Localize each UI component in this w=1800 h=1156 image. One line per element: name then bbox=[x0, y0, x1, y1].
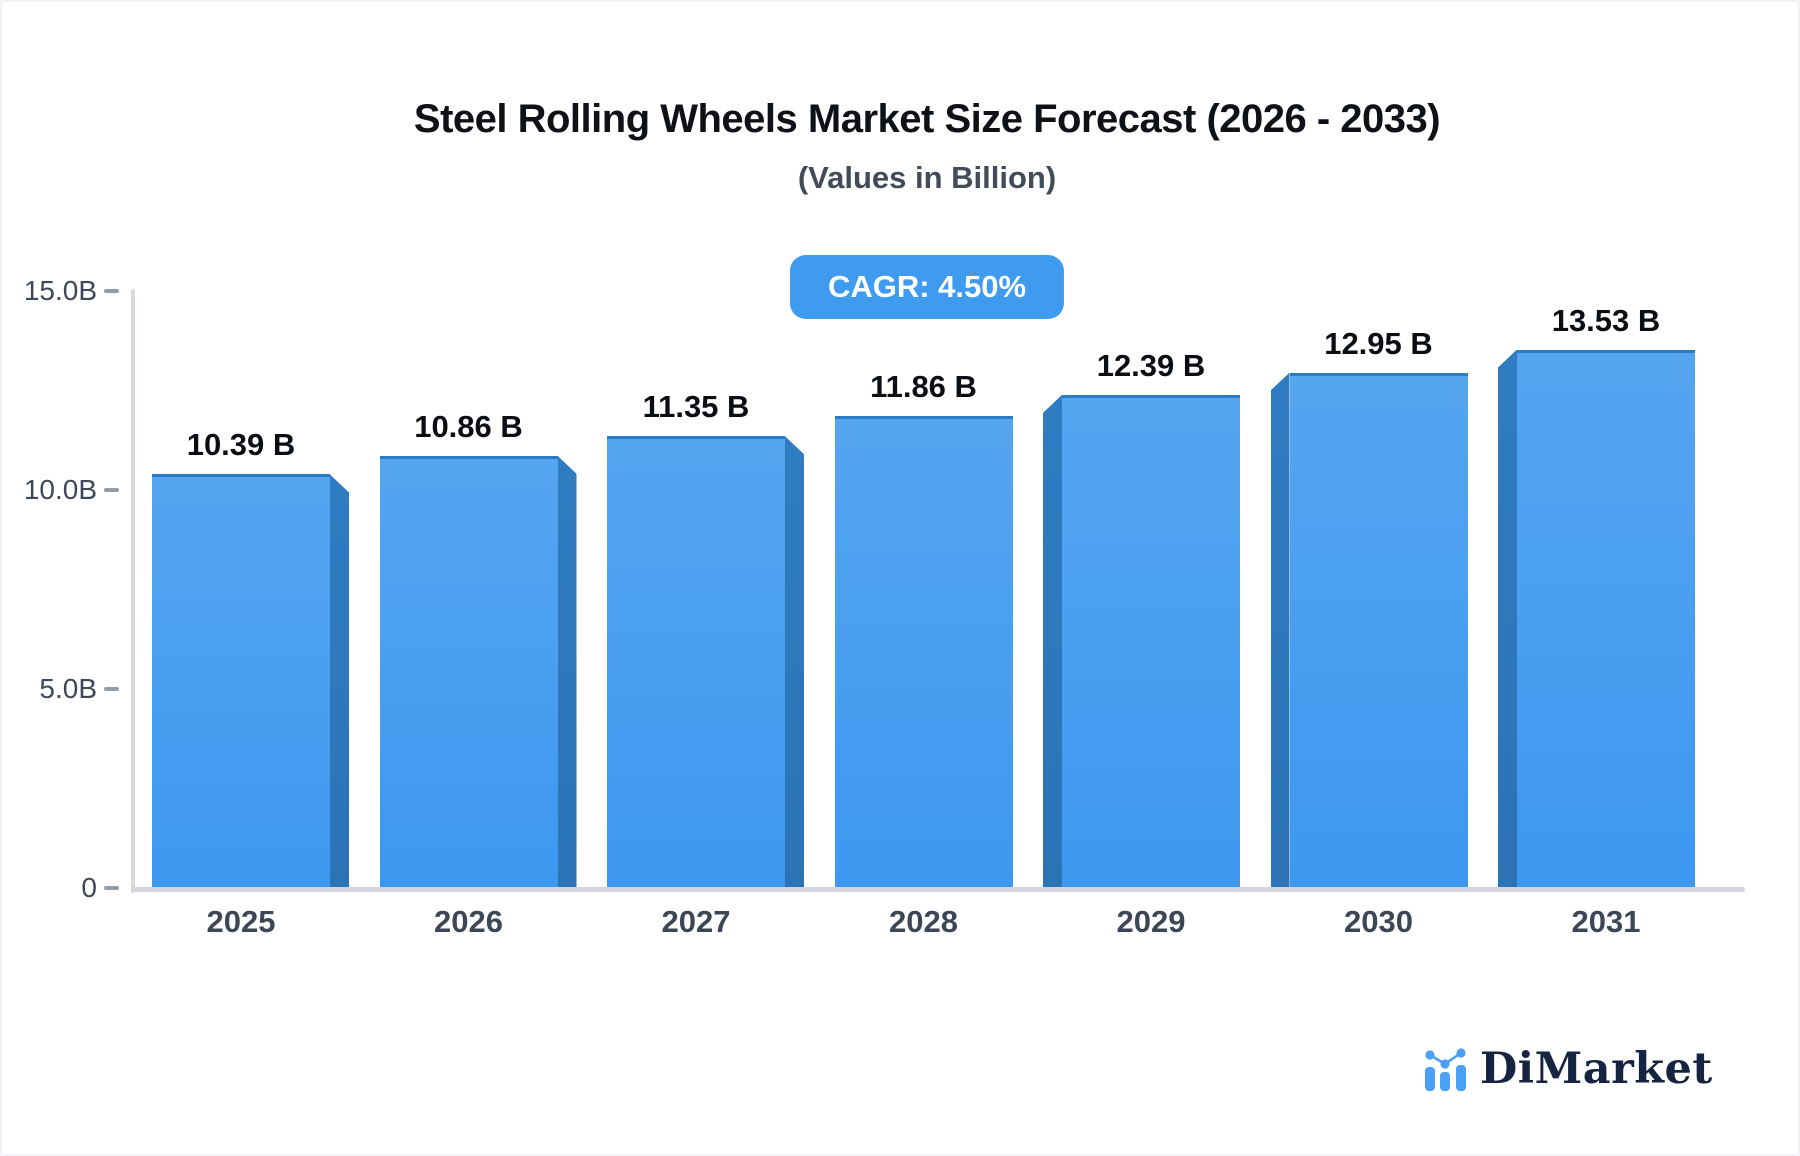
x-axis-line bbox=[131, 887, 1745, 892]
y-tick-dash bbox=[104, 687, 119, 691]
y-tick-dash bbox=[104, 488, 119, 492]
bar-line-chart-icon bbox=[1425, 1048, 1466, 1091]
y-tick-dash bbox=[104, 289, 119, 293]
bar-value-label: 13.53 B bbox=[1551, 302, 1661, 338]
bar-value-label: 11.35 B bbox=[642, 389, 750, 425]
x-tick-label: 2025 bbox=[206, 904, 276, 939]
chart-subtitle: (Values in Billion) bbox=[797, 160, 1057, 195]
x-tick-label: 2031 bbox=[1571, 904, 1641, 939]
y-tick-label: 5.0B bbox=[39, 673, 97, 704]
brand-logo: DiMarket bbox=[1422, 1046, 1713, 1094]
x-tick-label: 2026 bbox=[434, 904, 503, 939]
x-tick-label: 2030 bbox=[1344, 904, 1413, 939]
bar-2031 bbox=[1517, 349, 1695, 888]
bar-side-left bbox=[1270, 372, 1290, 888]
bar-side-left bbox=[1043, 394, 1062, 888]
bar-2029 bbox=[1062, 394, 1240, 888]
bar-side-right bbox=[330, 474, 349, 888]
x-tick-label: 2027 bbox=[661, 904, 731, 939]
cagr-badge: CAGR: 4.50% bbox=[789, 255, 1065, 319]
bar-2025 bbox=[152, 474, 330, 888]
chart-title: Steel Rolling Wheels Market Size Forecas… bbox=[413, 97, 1441, 141]
bar-side-left bbox=[1498, 349, 1517, 888]
y-tick-dash bbox=[104, 886, 119, 890]
bar-value-label: 10.39 B bbox=[186, 427, 296, 463]
bar-value-label: 11.86 B bbox=[870, 368, 977, 404]
x-tick-label: 2028 bbox=[889, 904, 958, 939]
bar-side-right bbox=[785, 436, 804, 888]
y-tick-label: 15.0B bbox=[23, 275, 97, 306]
bar-value-label: 12.39 B bbox=[1096, 347, 1206, 383]
bar-2026 bbox=[379, 455, 558, 888]
bar-value-label: 10.86 B bbox=[414, 408, 523, 444]
bar-2030 bbox=[1289, 372, 1468, 888]
y-tick-label: 0 bbox=[81, 872, 97, 903]
bar-2027 bbox=[607, 436, 785, 888]
brand-logo-text: DiMarket bbox=[1480, 1044, 1713, 1094]
x-tick-label: 2029 bbox=[1116, 904, 1186, 939]
bar-2028 bbox=[834, 415, 1013, 888]
y-tick-label: 10.0B bbox=[23, 474, 97, 505]
y-axis-line bbox=[131, 289, 135, 893]
bar-value-label: 12.95 B bbox=[1324, 325, 1433, 361]
bar-side-right bbox=[557, 455, 577, 888]
